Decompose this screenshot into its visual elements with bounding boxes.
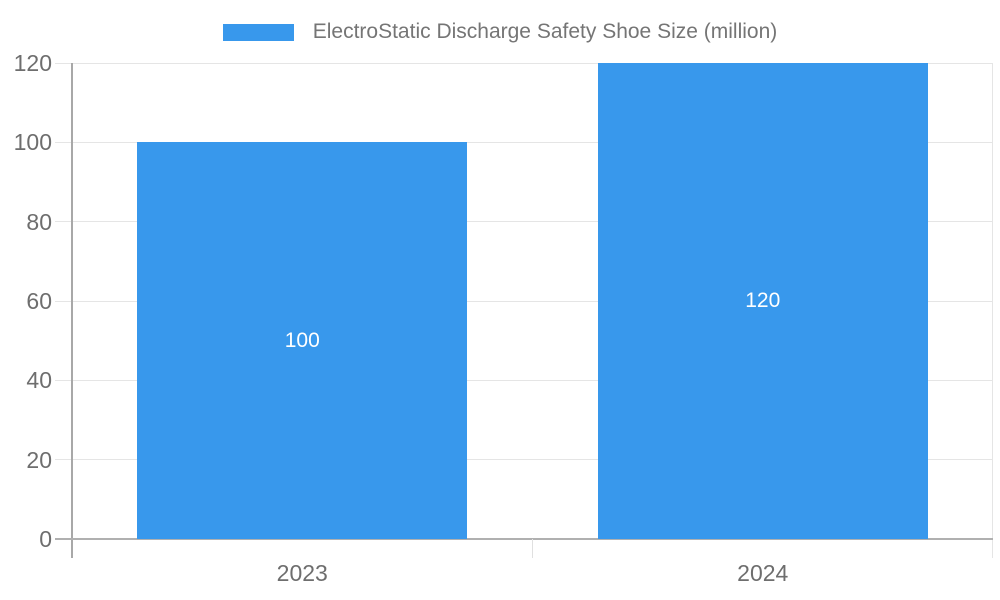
plot-area: 0 20 40 60 80 100 120 100 2023 120 2024 [14,50,993,586]
y-tick-label: 60 [26,288,52,314]
x-tick-label: 2023 [276,560,328,586]
x-axis-line [55,538,993,540]
bar-value-label: 100 [284,328,320,352]
y-axis-line [71,63,73,558]
gridline [55,300,993,302]
x-tick-label: 2024 [737,560,789,586]
legend-swatch [222,23,294,41]
gridline [55,221,993,223]
chart-legend[interactable]: ElectroStatic Discharge Safety Shoe Size… [0,20,1000,43]
gridline [55,141,993,143]
y-tick-label: 120 [13,50,52,76]
y-tick-label: 0 [39,526,52,552]
gridline [55,62,993,64]
x-axis-tick [532,539,533,558]
y-tick-label: 20 [26,446,52,473]
y-tick-label: 100 [13,129,52,156]
y-tick-label: 80 [26,208,52,235]
bar-2023[interactable]: 100 [137,142,468,539]
bar-value-label: 120 [745,289,781,312]
legend-label: ElectroStatic Discharge Safety Shoe Size… [312,20,778,43]
gridline [55,459,993,461]
y-tick-label: 40 [26,367,52,394]
bar-2024[interactable]: 120 [597,63,928,539]
gridline [55,379,993,381]
plot-right-border [992,63,993,558]
